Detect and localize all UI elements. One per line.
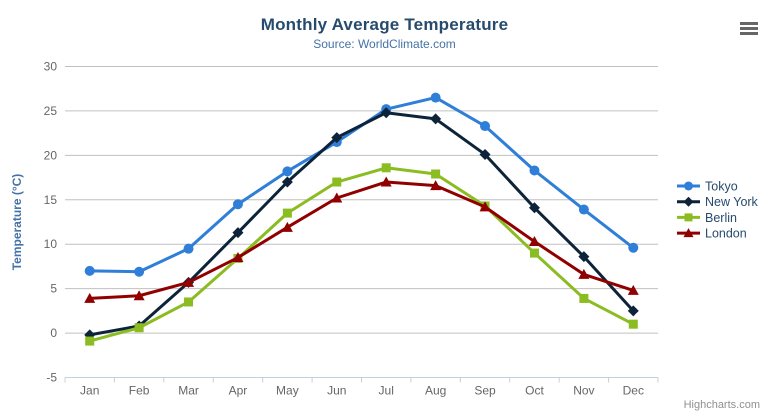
data-point-new-york[interactable] (627, 305, 639, 317)
data-point-tokyo[interactable] (430, 92, 441, 103)
data-point-tokyo[interactable] (480, 121, 491, 132)
x-axis-tick-label: Feb (129, 384, 150, 398)
hamburger-icon-bar (740, 22, 758, 25)
x-axis-tick-label: Jan (80, 384, 99, 398)
data-point-tokyo[interactable] (134, 266, 145, 277)
x-axis-tick-label: Aug (425, 384, 446, 398)
x-axis-tick-label: Jun (327, 384, 346, 398)
data-point-london[interactable] (528, 236, 540, 247)
data-point-new-york[interactable] (578, 251, 590, 263)
legend-item-berlin[interactable]: Berlin (677, 211, 737, 225)
data-point-london[interactable] (232, 252, 244, 263)
data-point-new-york[interactable] (430, 113, 442, 125)
hamburger-icon-bar (740, 32, 758, 35)
data-point-tokyo[interactable] (578, 204, 589, 215)
export-menu-button[interactable] (740, 22, 758, 35)
legend-label: London (705, 227, 747, 241)
y-axis-tick-label: 0 (50, 326, 57, 340)
x-axis-tick-label: Sep (474, 384, 496, 398)
data-point-berlin[interactable] (381, 163, 391, 173)
data-point-london[interactable] (281, 221, 293, 232)
data-point-berlin[interactable] (529, 248, 539, 258)
x-axis-tick-label: Oct (525, 384, 544, 398)
data-point-tokyo[interactable] (183, 243, 194, 254)
x-axis-tick-label: May (276, 384, 299, 398)
hamburger-icon-bar (740, 27, 758, 30)
legend-label: New York (705, 195, 759, 209)
x-axis-tick-label: Nov (573, 384, 594, 398)
data-point-london[interactable] (133, 290, 145, 301)
legend-symbol-diamond-icon (683, 196, 694, 207)
y-axis-tick-label: 30 (44, 60, 58, 74)
data-point-new-york[interactable] (281, 176, 293, 188)
data-point-london[interactable] (479, 201, 491, 212)
data-point-berlin[interactable] (431, 169, 441, 179)
data-point-london[interactable] (331, 192, 343, 203)
y-axis-tick-label: 5 (50, 282, 57, 296)
data-point-new-york[interactable] (479, 148, 491, 160)
x-axis-tick-label: Dec (623, 384, 644, 398)
data-point-tokyo[interactable] (282, 166, 293, 177)
data-point-new-york[interactable] (528, 202, 540, 214)
y-axis-tick-label: 15 (44, 193, 58, 207)
x-axis-tick-label: Apr (229, 384, 248, 398)
y-axis-tick-label: -5 (46, 371, 57, 385)
data-point-london[interactable] (183, 276, 195, 287)
legend-symbol-triangle-icon (683, 228, 694, 238)
data-point-berlin[interactable] (579, 293, 589, 303)
data-point-london[interactable] (380, 176, 392, 187)
series-london (84, 176, 639, 303)
y-axis-tick-label: 25 (44, 104, 58, 118)
x-axis-tick-label: Mar (178, 384, 199, 398)
y-axis-tick-label: 20 (44, 148, 58, 162)
data-point-london[interactable] (430, 180, 442, 191)
data-point-london[interactable] (578, 268, 590, 279)
data-point-berlin[interactable] (85, 336, 95, 346)
data-point-berlin[interactable] (184, 297, 194, 307)
legend-label: Berlin (705, 211, 737, 225)
legend-symbol-circle-icon (684, 181, 693, 191)
series-line-new-york (88, 111, 635, 337)
data-point-tokyo[interactable] (84, 265, 95, 276)
data-point-new-york[interactable] (380, 107, 392, 119)
legend-item-new-york[interactable]: New York (677, 195, 759, 209)
data-point-new-york[interactable] (232, 227, 244, 239)
series-new-york (84, 107, 639, 341)
series-line-london (88, 180, 635, 300)
chart-title: Monthly Average Temperature (260, 15, 509, 34)
data-point-tokyo[interactable] (529, 165, 540, 176)
data-point-berlin[interactable] (628, 319, 638, 329)
legend-item-tokyo[interactable]: Tokyo (677, 180, 738, 194)
data-point-berlin[interactable] (332, 177, 342, 187)
chart-subtitle: Source: WorldClimate.com (313, 37, 456, 51)
series-line-berlin (88, 166, 635, 343)
data-point-new-york[interactable] (331, 132, 343, 144)
data-point-london[interactable] (84, 292, 96, 303)
x-axis-tick-label: Jul (379, 384, 394, 398)
data-point-berlin[interactable] (134, 323, 144, 333)
y-axis-tick-label: 10 (44, 237, 58, 251)
data-point-london[interactable] (627, 284, 639, 295)
credits-link[interactable]: Highcharts.com (683, 399, 760, 411)
legend-item-london[interactable]: London (677, 227, 747, 241)
data-point-tokyo[interactable] (628, 242, 639, 253)
data-point-tokyo[interactable] (232, 199, 243, 210)
y-axis-title: Temperature (°C) (10, 174, 24, 271)
legend-label: Tokyo (705, 180, 738, 194)
data-point-berlin[interactable] (282, 208, 292, 218)
legend-symbol-square-icon (684, 213, 693, 222)
series-tokyo (84, 92, 639, 277)
